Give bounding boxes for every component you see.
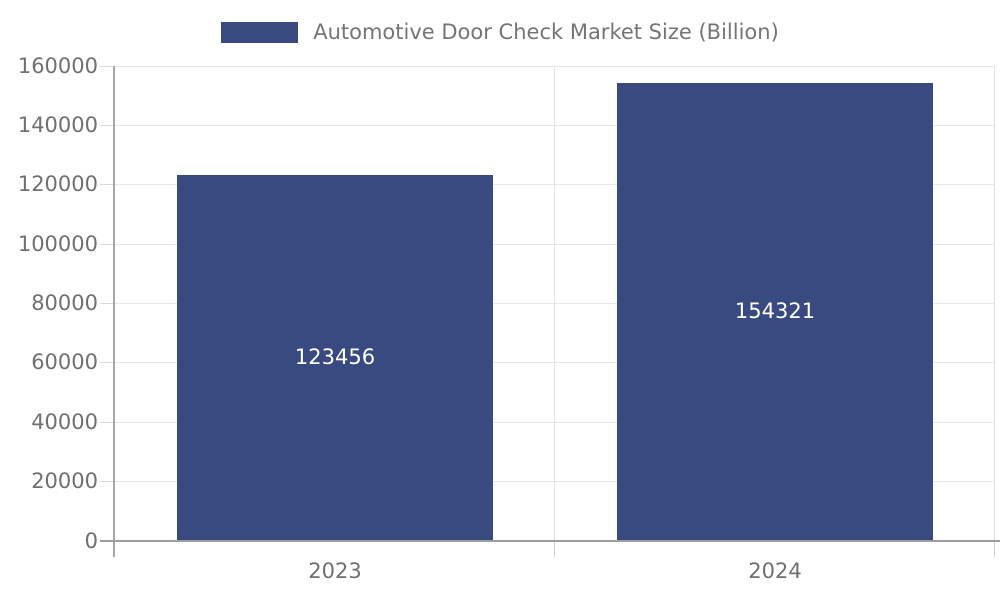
y-tick-mark [100,243,115,245]
legend: Automotive Door Check Market Size (Billi… [0,20,1000,44]
y-tick-mark [100,362,115,364]
y-tick-mark [100,184,115,186]
y-tick-mark [100,65,115,67]
x-axis-line [100,540,1000,542]
y-tick-label: 100000 [17,231,98,256]
h-gridline [115,481,995,483]
bar-value-label: 123456 [294,345,376,370]
h-gridline [115,362,995,364]
bar-value-label: 154321 [734,299,816,324]
h-gridline [115,124,995,126]
y-tick-mark [100,124,115,126]
v-gridline [554,66,555,541]
h-gridline [115,65,995,67]
y-tick-label: 160000 [17,53,98,78]
y-tick-label: 0 [84,528,98,553]
h-gridline [115,184,995,186]
h-gridline [115,421,995,423]
v-gridline [994,66,995,541]
x-axis-category-label: 2023 [308,559,362,583]
chart-title: Automotive Door Check Market Size (Billi… [313,20,779,44]
y-tick-mark [100,421,115,423]
x-axis-category-label: 2024 [748,559,802,583]
y-tick-label: 80000 [31,291,98,315]
y-tick-label: 120000 [17,172,98,197]
y-tick-mark [100,303,115,304]
h-gridline [115,243,995,245]
x-tick-mark [554,541,555,557]
y-axis-line [113,66,115,557]
y-tick-label: 20000 [31,469,98,494]
x-tick-mark [994,541,995,557]
y-tick-label: 40000 [31,409,98,434]
legend-swatch [221,21,299,43]
y-tick-mark [100,481,115,483]
bar [617,82,933,541]
h-gridline [115,303,995,304]
y-tick-label: 60000 [31,350,98,375]
bar [177,174,493,541]
y-tick-label: 140000 [17,112,98,137]
plot-area: 123456 154321 0 20000 40000 60000 80000 100000… [18,54,1000,583]
